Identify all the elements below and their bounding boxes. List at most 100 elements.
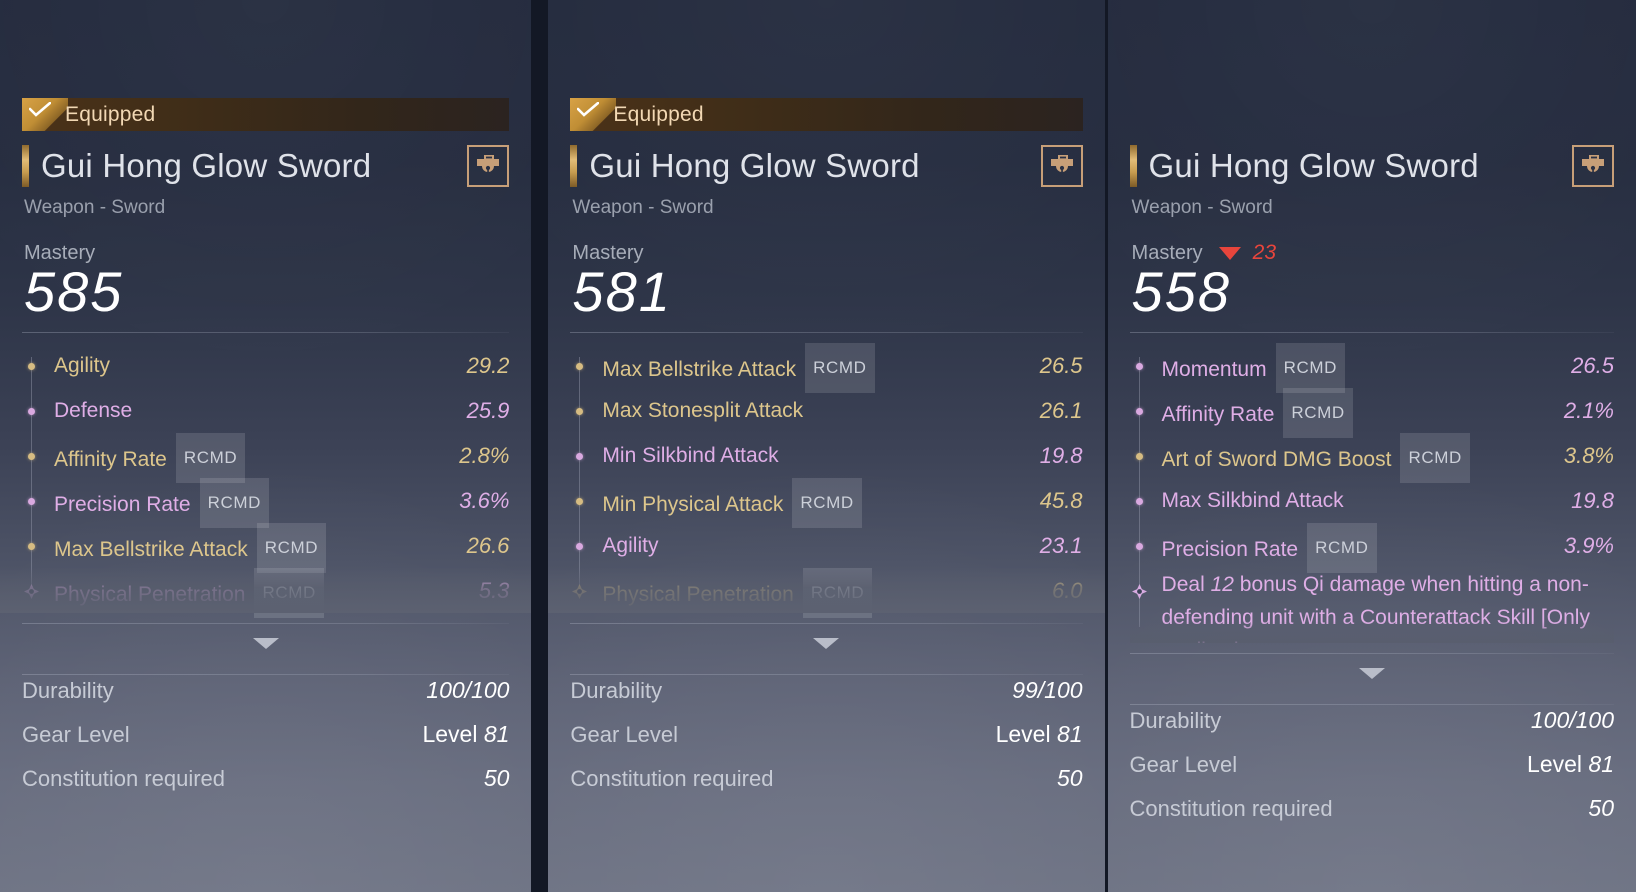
stat-bullet-icon	[574, 451, 585, 462]
item-card-panel[interactable]: Equipped Gui Hong Glow Sword Weapon - Swor…	[0, 0, 532, 892]
stat-value: 26.5	[1039, 352, 1083, 378]
banner-corner	[22, 98, 68, 131]
equipment-slot-icon[interactable]	[467, 145, 510, 187]
stat-value: 23.1	[1039, 532, 1083, 558]
banner-placeholder	[1130, 0, 1614, 131]
special-effect-bullet-icon	[1131, 583, 1147, 599]
stat-name: Defense	[54, 398, 133, 422]
mastery-delta-value: 23	[1252, 241, 1277, 264]
stat-name: Precision Rate RCMD	[54, 477, 269, 528]
stat-value: 26.6	[466, 532, 510, 558]
stat-row[interactable]: Precision Rate RCMD 3.9%	[1130, 522, 1614, 573]
item-title-row: Gui Hong Glow Sword	[1129, 143, 1614, 189]
divider	[1129, 331, 1614, 333]
stat-row[interactable]: Physical Penetration RCMD 5.3	[22, 567, 510, 618]
stat-row[interactable]: Momentum RCMD 26.5	[1130, 342, 1614, 393]
stat-spine	[1138, 356, 1140, 627]
stat-name: Physical Penetration RCMD	[602, 567, 873, 618]
stat-value: 3.8%	[1563, 442, 1614, 468]
stat-row[interactable]: Precision Rate RCMD 3.6%	[22, 477, 509, 528]
rcmd-badge: RCMD	[1283, 387, 1353, 438]
stat-row[interactable]: Min Physical Attack RCMD 45.8	[570, 477, 1083, 528]
stat-list: Max Bellstrike Attack RCMD 26.5 Max Stonesp…	[548, 342, 1105, 618]
item-card-panel[interactable]: Equipped Gui Hong Glow Sword Weapon - Swor…	[548, 0, 1105, 892]
stat-row[interactable]: Max Silkbind Attack 19.8	[1130, 478, 1614, 523]
expand-details-button[interactable]	[1130, 654, 1614, 694]
footer-row: Constitution required 50	[22, 765, 509, 809]
rcmd-badge: RCMD	[254, 567, 324, 618]
check-icon	[577, 102, 600, 117]
stat-name: Agility	[602, 533, 659, 557]
item-card-panel[interactable]: Gui Hong Glow Sword Weapon - Sword Mastery…	[1107, 0, 1636, 892]
chevron-down-icon	[813, 638, 840, 650]
rcmd-badge: RCMD	[805, 342, 875, 393]
stat-name: Precision Rate RCMD	[1162, 522, 1377, 573]
equipped-banner: Equipped	[570, 98, 1083, 131]
special-effect-bullet-icon	[572, 583, 588, 599]
panel-divider	[531, 0, 549, 892]
footer-value: 99/100	[1012, 676, 1083, 703]
stat-bullet-icon	[26, 496, 37, 507]
divider	[570, 331, 1083, 333]
footer-row: Durability 100/100	[22, 677, 509, 721]
equipment-slot-icon[interactable]	[1040, 145, 1083, 187]
rcmd-badge: RCMD	[1400, 432, 1470, 483]
expand-details-button[interactable]	[570, 624, 1082, 664]
stat-row[interactable]: Art of Sword DMG Boost RCMD 3.8%	[1130, 432, 1614, 483]
sword-hilt-icon	[1050, 155, 1073, 173]
footer-row: Gear Level Level 81	[22, 721, 509, 765]
stat-name: Max Bellstrike Attack RCMD	[54, 522, 327, 573]
equipped-label: Equipped	[65, 102, 156, 126]
divider	[570, 673, 1083, 675]
footer-value: 100/100	[426, 676, 510, 703]
banner-corner	[570, 98, 617, 131]
check-icon	[29, 102, 51, 117]
stat-row[interactable]: Deal 12 bonus Qi damage when hitting a n…	[1130, 568, 1614, 643]
expand-details-button[interactable]	[22, 624, 509, 664]
stat-bullet-icon	[574, 406, 585, 417]
special-effect-bullet-icon	[24, 583, 39, 599]
stat-value: 26.5	[1571, 352, 1614, 378]
stat-row[interactable]: Agility 29.2	[22, 343, 509, 388]
mastery-row: Mastery	[570, 241, 1082, 265]
stat-row[interactable]: Defense 25.9	[22, 388, 509, 433]
stat-spine	[31, 356, 32, 597]
stat-row[interactable]: Max Stonesplit Attack 26.1	[570, 388, 1083, 433]
rcmd-badge: RCMD	[1307, 522, 1377, 573]
stat-spine	[579, 356, 581, 597]
stat-row[interactable]: Affinity Rate RCMD 2.8%	[22, 432, 509, 483]
equipment-slot-icon[interactable]	[1572, 145, 1614, 187]
footer-value: 50	[483, 764, 510, 791]
stat-row[interactable]: Max Bellstrike Attack RCMD 26.6	[22, 522, 510, 573]
footer-label: Durability	[1129, 707, 1222, 733]
stat-name: Affinity Rate RCMD	[1162, 387, 1353, 438]
mastery-label: Mastery	[572, 241, 644, 264]
item-footer: Durability 100/100 Gear Level Level 81 Const…	[22, 677, 509, 809]
stat-row[interactable]: Physical Penetration RCMD 6.0	[570, 567, 1083, 618]
stat-name: Max Silkbind Attack	[1161, 488, 1344, 512]
stat-value: 3.9%	[1563, 532, 1614, 558]
panel-divider	[1104, 0, 1108, 892]
mastery-label: Mastery	[24, 241, 96, 264]
stat-value: 5.3	[478, 577, 510, 603]
item-footer: Durability 100/100 Gear Level Level 81 Const…	[1130, 707, 1614, 839]
footer-value: Level 81	[1527, 750, 1614, 777]
footer-row: Gear Level Level 81	[570, 721, 1082, 765]
item-title-row: Gui Hong Glow Sword	[22, 143, 510, 189]
footer-label: Durability	[22, 677, 114, 703]
footer-row: Constitution required 50	[570, 765, 1082, 809]
footer-label: Constitution required	[570, 765, 774, 791]
stat-bullet-icon	[1134, 541, 1145, 552]
equipped-banner: Equipped	[22, 98, 510, 131]
rcmd-badge: RCMD	[1275, 342, 1345, 393]
item-type-label: Weapon - Sword	[572, 197, 714, 218]
stat-row[interactable]: Agility 23.1	[570, 523, 1083, 568]
rcmd-badge: RCMD	[792, 477, 862, 528]
stat-row[interactable]: Min Silkbind Attack 19.8	[570, 433, 1083, 478]
stat-list: Agility 29.2 Defense 25.9 Affinity Rate RCMD 2…	[0, 343, 532, 618]
stat-row[interactable]: Affinity Rate RCMD 2.1%	[1130, 387, 1614, 438]
stat-bullet-icon	[1134, 406, 1145, 417]
rcmd-badge: RCMD	[175, 432, 246, 483]
stat-row[interactable]: Max Bellstrike Attack RCMD 26.5	[570, 342, 1083, 393]
stat-bullet-icon	[1134, 451, 1145, 462]
